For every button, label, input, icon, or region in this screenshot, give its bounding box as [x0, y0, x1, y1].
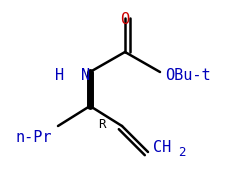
- Text: O: O: [121, 12, 129, 27]
- Text: CH: CH: [153, 140, 171, 156]
- Text: n-Pr: n-Pr: [15, 130, 52, 145]
- Text: N: N: [81, 68, 90, 83]
- Text: OBu-t: OBu-t: [165, 68, 211, 83]
- Text: H: H: [56, 68, 64, 83]
- Text: R: R: [98, 118, 106, 131]
- Text: 2: 2: [178, 147, 186, 159]
